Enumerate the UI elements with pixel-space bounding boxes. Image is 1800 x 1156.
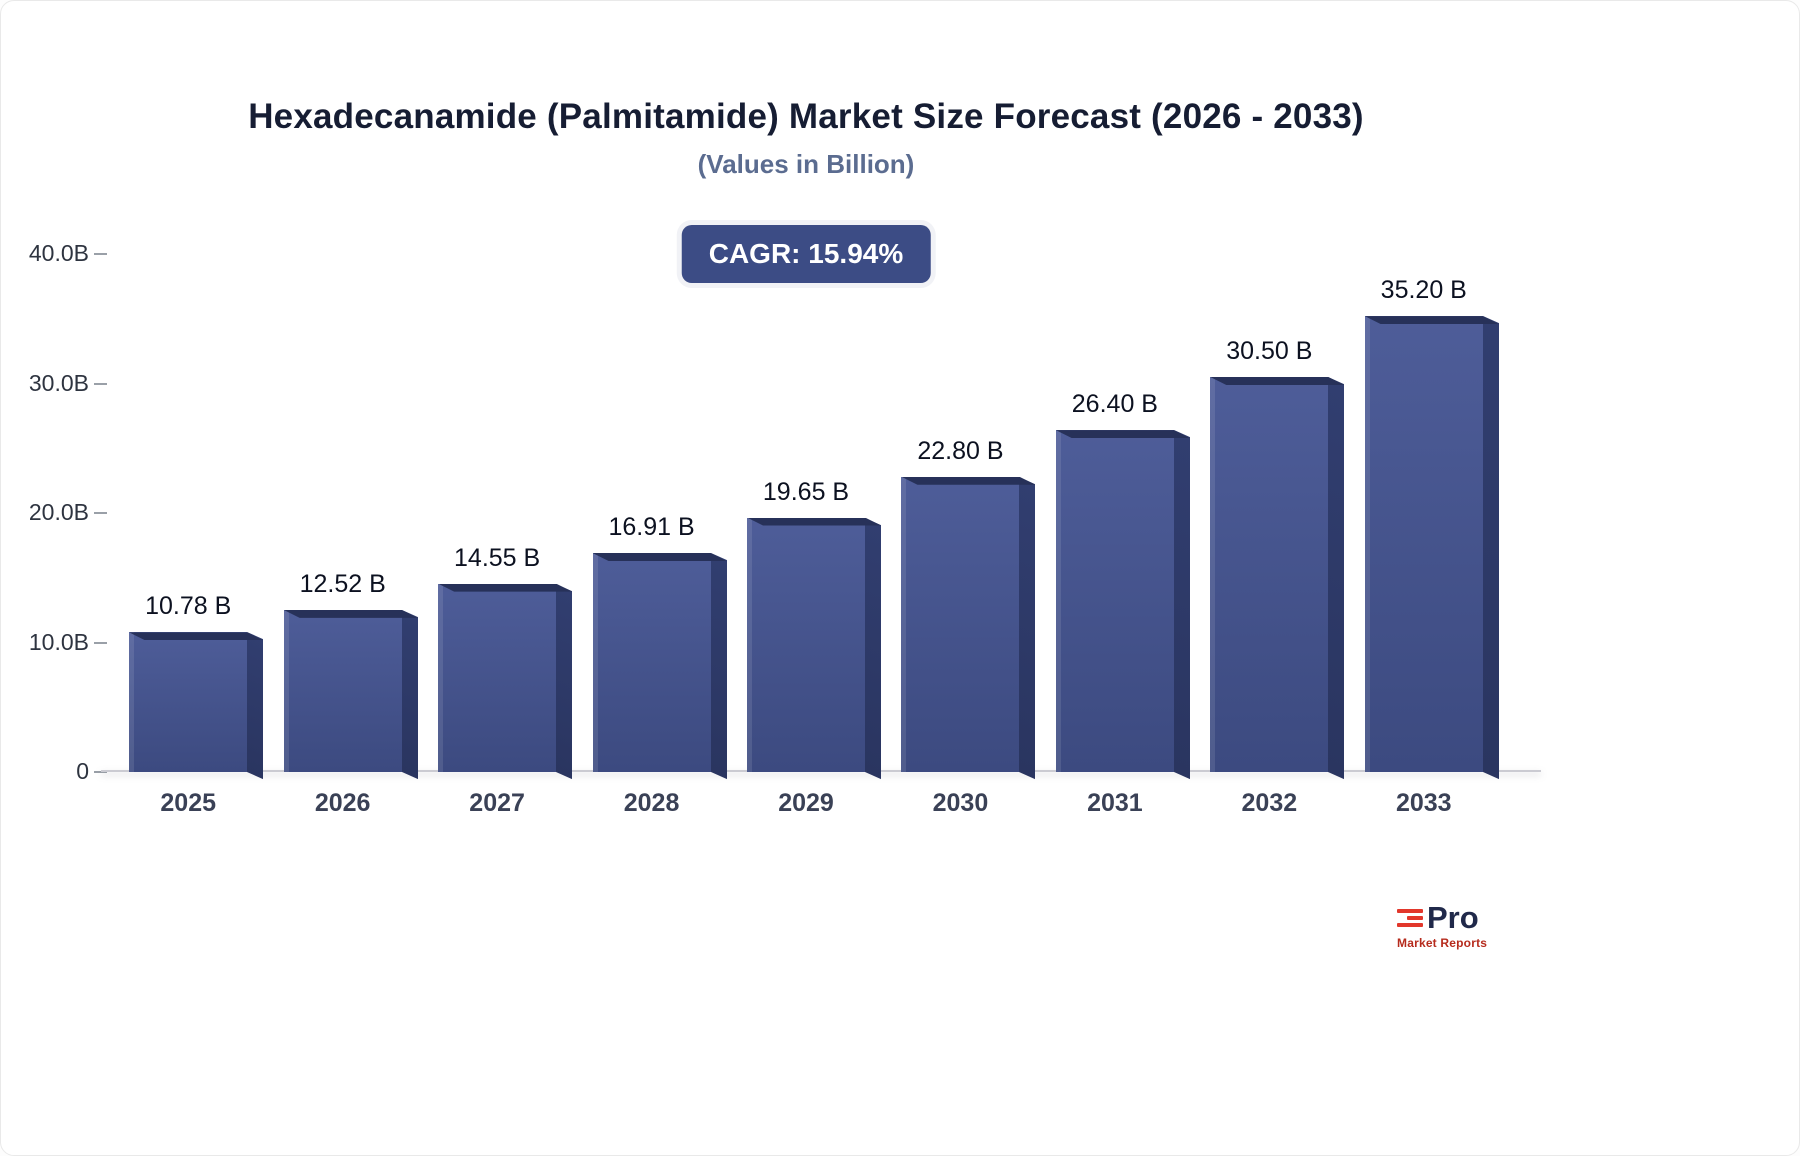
bar-side-face (1482, 316, 1499, 780)
bar-value-label: 35.20 B (1380, 276, 1467, 305)
bar-highlight (1210, 377, 1216, 772)
y-axis-label: 20.0B (28, 499, 89, 525)
chart-title: Hexadecanamide (Palmitamide) Market Size… (248, 97, 1364, 136)
bar-side-face (1019, 476, 1036, 780)
cagr-badge: CAGR: 15.94% (681, 225, 931, 283)
bar-top-face (284, 610, 418, 618)
bar-highlight (129, 632, 135, 772)
bar-value-label: 26.40 B (1071, 390, 1158, 419)
logo-title: Pro (1427, 900, 1479, 935)
bar (1210, 377, 1345, 780)
bar-highlight (901, 476, 907, 772)
bar-value-label: 12.52 B (299, 569, 386, 598)
x-axis-label: 2028 (623, 789, 680, 817)
bar-top-face (747, 518, 881, 526)
x-axis-label: 2029 (778, 789, 834, 817)
bar-top-face (1210, 377, 1344, 385)
bar (438, 583, 573, 780)
x-axis-label: 2026 (314, 789, 371, 817)
bar-side-face (247, 632, 264, 780)
logo-lines-icon (1397, 908, 1423, 927)
chart-subtitle: (Values in Billion) (697, 149, 915, 179)
bar (747, 517, 881, 780)
bar (1364, 316, 1499, 780)
x-axis-label: 2027 (469, 789, 525, 817)
x-axis-label: 2025 (160, 789, 217, 817)
bar-top-face (438, 584, 572, 592)
bar (592, 553, 727, 780)
bar-value-label: 14.55 B (454, 543, 541, 572)
y-axis-label: 30.0B (28, 369, 89, 396)
bar-highlight (592, 553, 598, 772)
bar-value-label: 16.91 B (608, 513, 695, 541)
bar-side-face (401, 609, 418, 780)
bar-top-face (129, 632, 263, 640)
bar-value-label: 19.65 B (762, 477, 850, 506)
bar-highlight (1055, 430, 1061, 772)
bar-side-face (710, 553, 727, 780)
logo-row: Pro (1397, 902, 1487, 933)
bar (283, 609, 418, 780)
logo: Pro Market Reports (1397, 902, 1487, 950)
logo-line (1397, 908, 1423, 913)
y-axis-tick (94, 253, 107, 255)
bar-side-face (865, 517, 881, 780)
logo-line (1407, 915, 1423, 920)
bar-side-face (1173, 430, 1190, 780)
y-axis-tick (94, 641, 107, 644)
y-axis-tick (94, 771, 107, 773)
y-axis-label: 40.0B (28, 240, 89, 266)
bar-highlight (1364, 316, 1370, 772)
logo-line (1397, 922, 1423, 927)
chart-area: 0 10.0B 20.0B 30.0B 40.0B 10.78 B 2025 12.52 B 2… (1, 240, 1611, 817)
bar-top-face (1365, 316, 1499, 324)
bar-value-label: 30.50 B (1226, 337, 1313, 366)
y-axis-label: 0 (76, 758, 89, 784)
x-axis-label: 2030 (932, 789, 989, 817)
bar (1055, 430, 1190, 780)
y-axis-tick (94, 382, 107, 385)
logo-subtitle: Market Reports (1397, 936, 1488, 950)
x-axis-label: 2033 (1395, 789, 1452, 817)
x-axis-label: 2032 (1241, 789, 1298, 817)
y-axis-tick (94, 512, 107, 514)
bar-side-face (1328, 377, 1345, 780)
bar-highlight (283, 609, 289, 772)
bar-highlight (747, 517, 752, 772)
bar (129, 632, 264, 780)
bar-highlight (438, 583, 444, 772)
bar-value-label: 10.78 B (145, 592, 232, 621)
x-axis-label: 2031 (1087, 789, 1143, 817)
bar-value-label: 22.80 B (917, 436, 1004, 465)
bar-top-face (1056, 430, 1190, 438)
bar (901, 476, 1036, 780)
y-axis-label: 10.0B (28, 628, 89, 655)
bar-top-face (901, 477, 1035, 485)
bar-side-face (556, 583, 573, 780)
bar-top-face (593, 553, 727, 561)
